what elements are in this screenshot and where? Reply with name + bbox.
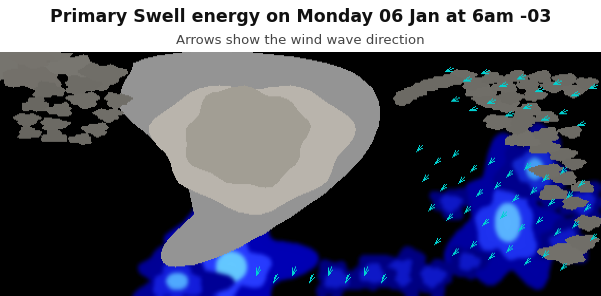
Text: Primary Swell energy on Monday 06 Jan at 6am -03: Primary Swell energy on Monday 06 Jan at… xyxy=(50,8,551,25)
Text: Arrows show the wind wave direction: Arrows show the wind wave direction xyxy=(176,34,425,47)
